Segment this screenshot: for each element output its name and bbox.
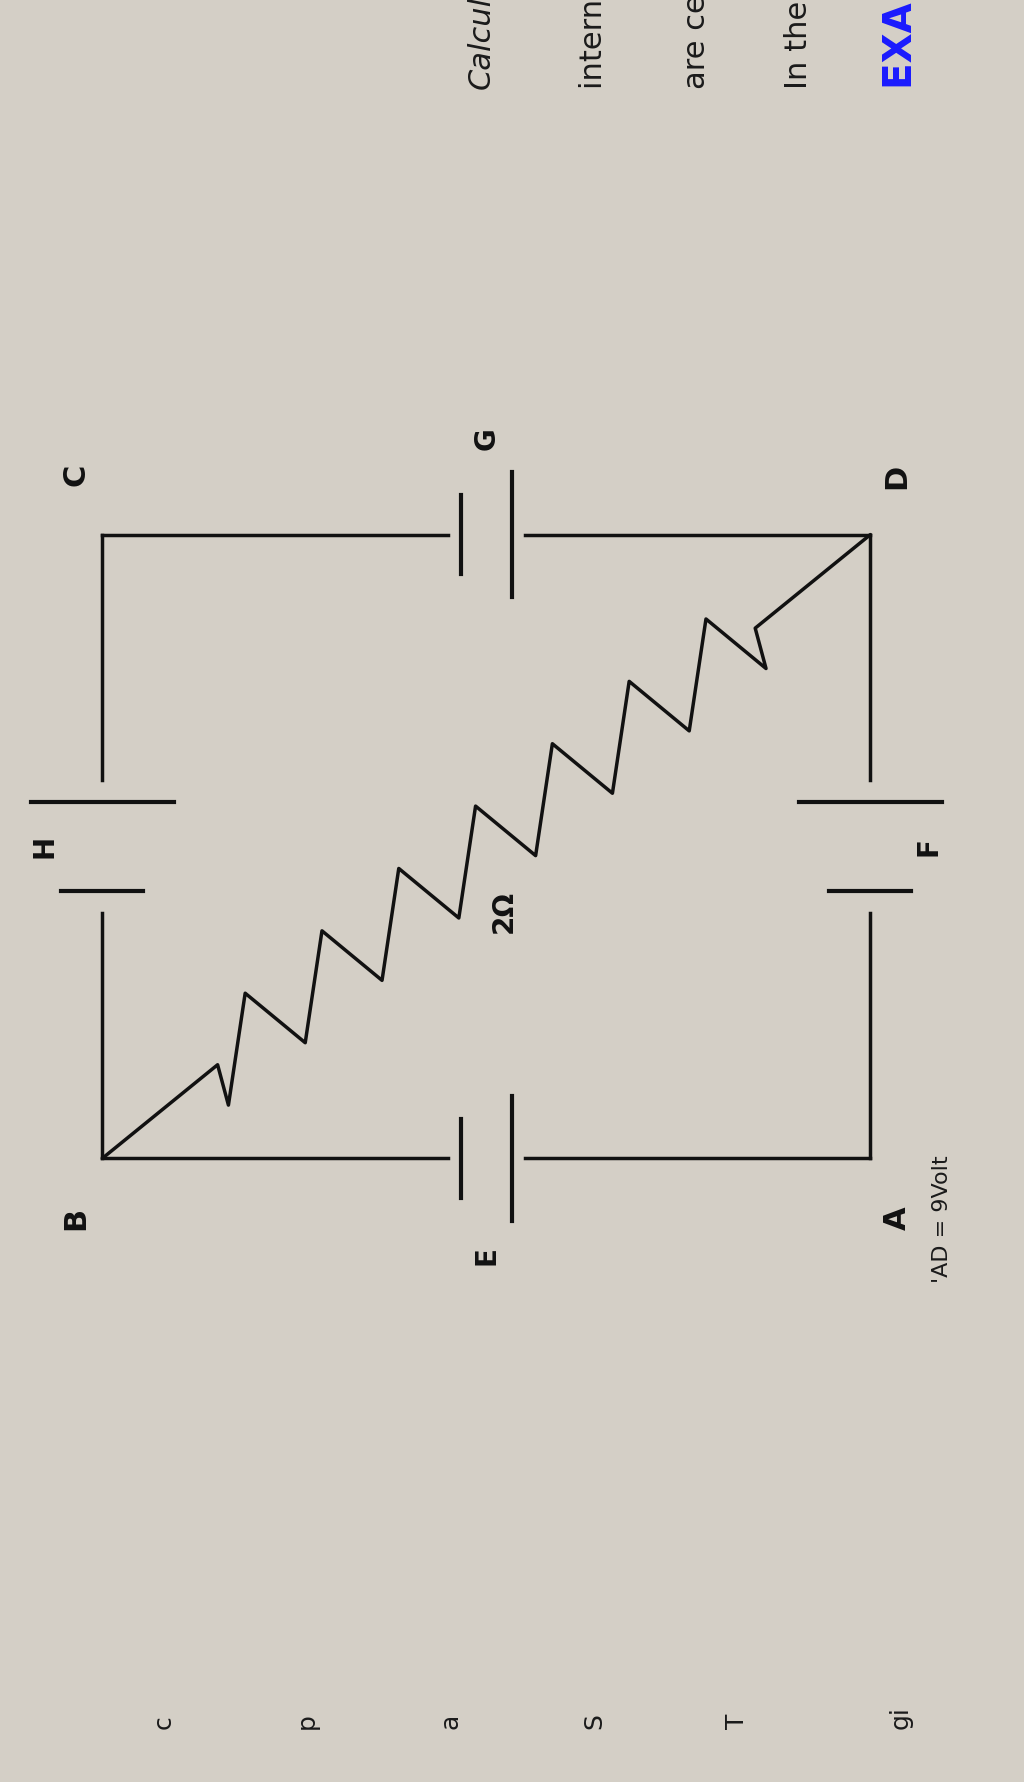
Text: C: C <box>61 463 90 486</box>
Text: D: D <box>883 463 911 488</box>
Text: G: G <box>472 428 501 451</box>
Text: EXAMPLE |3|: EXAMPLE |3| <box>882 0 921 89</box>
Text: S: S <box>582 1713 606 1729</box>
Text: T: T <box>725 1713 750 1729</box>
Text: 2Ω: 2Ω <box>489 889 518 932</box>
Text: internal  resistances  are  2, 1, 3 and 1 Ω, respectively.: internal resistances are 2, 1, 3 and 1 Ω… <box>580 0 608 89</box>
Text: B: B <box>61 1206 90 1230</box>
Text: F: F <box>914 838 942 855</box>
Text: In the circuit shown in figure E, F, G, H: In the circuit shown in figure E, F, G, … <box>784 0 813 89</box>
Text: E: E <box>472 1246 501 1265</box>
Text: Calculate: Calculate <box>467 0 496 89</box>
Text: A: A <box>883 1206 911 1230</box>
Text: 'AD = 9Volt: 'AD = 9Volt <box>932 1155 952 1283</box>
Text: gi: gi <box>889 1705 913 1729</box>
Text: c: c <box>152 1714 176 1729</box>
Text: are cells of emf 2, 1, 3 and 1 V respectively, and their: are cells of emf 2, 1, 3 and 1 V respect… <box>682 0 711 89</box>
Text: p: p <box>295 1713 319 1729</box>
Text: a: a <box>438 1713 463 1729</box>
Text: H: H <box>31 836 58 857</box>
